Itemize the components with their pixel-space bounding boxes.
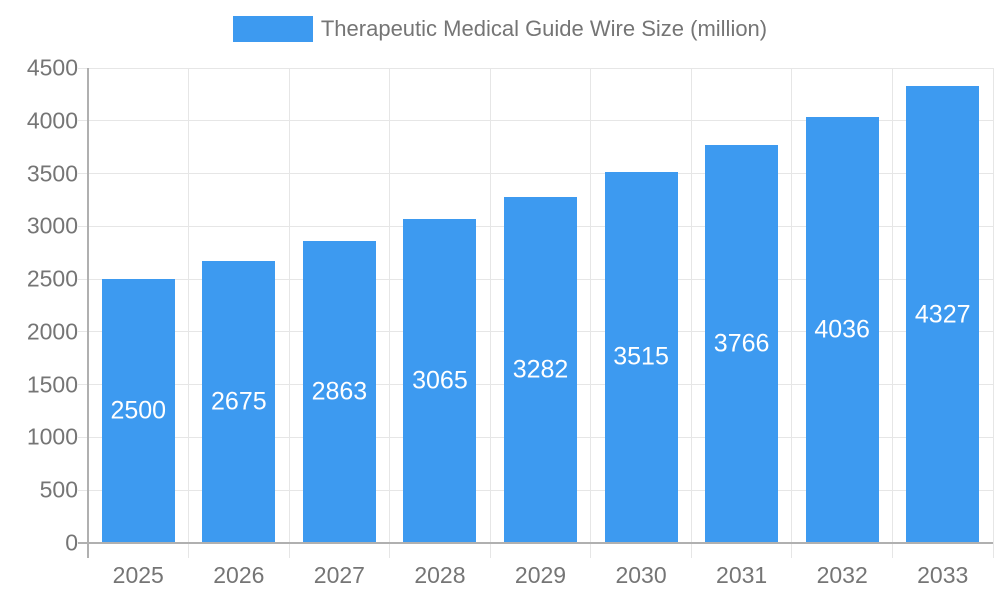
bar-2025: 2500: [101, 279, 175, 543]
v-gridline: [992, 68, 994, 558]
v-gridline: [389, 68, 391, 558]
bar-2033: 4327: [906, 86, 980, 543]
y-axis-tick-label: 500: [39, 476, 78, 503]
bar-2026: 2675: [202, 260, 276, 543]
y-axis-tick-label: 4000: [26, 107, 78, 134]
y-axis-tick-label: 3000: [26, 212, 78, 239]
legend-label: Therapeutic Medical Guide Wire Size (mil…: [320, 16, 768, 41]
h-gridline: [78, 67, 993, 69]
bar-value-label: 3766: [713, 329, 770, 358]
x-axis-tick-label: 2027: [313, 562, 365, 588]
bar-value-label: 3065: [412, 366, 468, 395]
y-axis-tick-label: 2000: [26, 318, 78, 345]
y-axis-tick-label: 3500: [26, 160, 78, 187]
x-axis-tick-label: 2025: [112, 562, 164, 588]
plot-area: 2500 2675 2863 3065 3282 3515 3766 4036 4327: [78, 67, 994, 558]
v-gridline: [489, 68, 491, 558]
x-axis-tick-label: 2031: [716, 562, 768, 588]
x-axis-tick-label: 2029: [514, 562, 567, 588]
y-axis-tick-label: 4500: [26, 54, 78, 81]
x-axis-tick-label: 2033: [917, 562, 969, 588]
bar-value-label: 2863: [311, 377, 368, 406]
x-axis-tick-label: 2026: [213, 562, 265, 588]
y-axis-tick-label: 2500: [26, 265, 78, 292]
x-axis-tick-label: 2032: [816, 562, 868, 588]
bar-value-label: 2500: [110, 396, 167, 425]
x-axis-tick-label: 2030: [615, 562, 667, 588]
legend-swatch: [232, 16, 313, 42]
bar-2030: 3515: [604, 171, 678, 543]
x-axis-line: [78, 542, 993, 544]
bar-2028: 3065: [403, 219, 477, 543]
v-gridline: [288, 68, 290, 558]
v-gridline: [690, 68, 692, 558]
y-axis-tick-label: 1000: [26, 423, 78, 450]
chart-legend: Therapeutic Medical Guide Wire Size (mil…: [0, 16, 1000, 42]
bar-value-label: 2675: [211, 387, 267, 416]
v-gridline: [188, 68, 190, 558]
bar-2029: 3282: [504, 196, 577, 543]
x-axis-tick-label: 2028: [414, 562, 466, 588]
bar-2032: 4036: [805, 116, 879, 543]
y-axis-tick-label: 0: [65, 529, 78, 556]
v-gridline: [590, 68, 592, 558]
bar-2027: 2863: [302, 240, 376, 543]
y-axis-tick-label: 1500: [26, 371, 78, 398]
bar-value-label: 4327: [914, 300, 971, 329]
v-gridline: [891, 68, 893, 558]
bar-2031: 3766: [705, 145, 779, 543]
y-axis-line: [87, 68, 89, 558]
v-gridline: [791, 68, 793, 558]
bar-value-label: 3515: [613, 342, 669, 371]
bar-value-label: 4036: [814, 315, 870, 344]
h-gridline: [78, 120, 993, 122]
h-gridline: [78, 173, 993, 175]
bar-value-label: 3282: [512, 355, 569, 384]
